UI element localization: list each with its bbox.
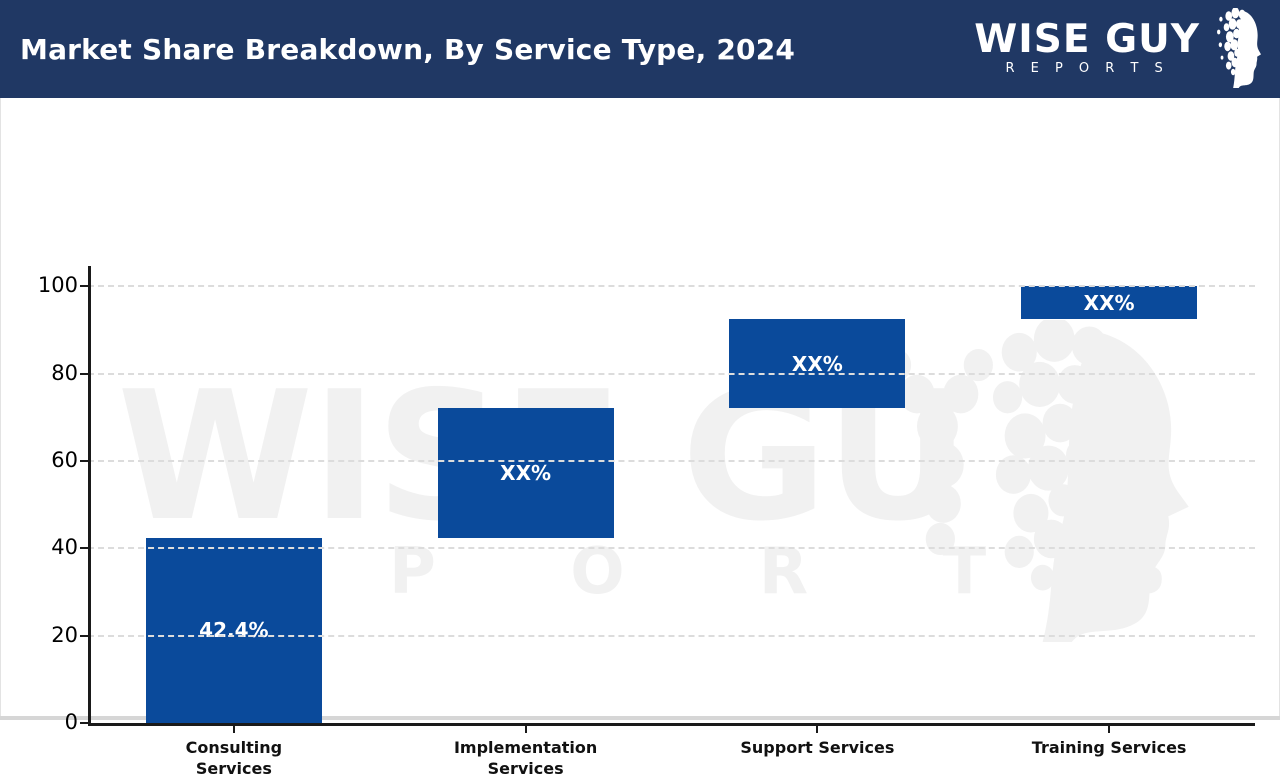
y-tick-60 bbox=[80, 459, 88, 462]
chart-canvas: WISE GU P O R T S 0 20 40 60 80 100 42 bbox=[0, 98, 1280, 778]
x-category-label: Training Services bbox=[1031, 738, 1187, 757]
x-tick-3 bbox=[1108, 725, 1111, 733]
y-tick-100 bbox=[80, 285, 88, 288]
bar-implementation-services: XX% bbox=[437, 408, 614, 538]
logo-wordmark: WISE GUY bbox=[974, 16, 1200, 62]
x-category-label: Support Services bbox=[740, 738, 895, 757]
x-category-label: Consulting Services bbox=[185, 738, 283, 778]
bar-value-label: XX% bbox=[500, 461, 552, 486]
y-tick-80 bbox=[80, 372, 88, 375]
x-tick-0 bbox=[232, 725, 235, 733]
y-tick-label-40: 40 bbox=[51, 535, 78, 560]
bottom-strip bbox=[0, 716, 1280, 720]
bar-value-label: 42.4% bbox=[199, 618, 269, 643]
y-tick-40 bbox=[80, 547, 88, 550]
bar-training-services: XX% bbox=[1021, 286, 1198, 319]
y-tick-label-60: 60 bbox=[51, 447, 78, 472]
gridline-100 bbox=[88, 285, 1255, 288]
logo-face-icon bbox=[1217, 8, 1261, 88]
y-tick-20 bbox=[80, 634, 88, 637]
gridline-20 bbox=[88, 634, 1255, 637]
logo-subtext: R E P O R T S bbox=[1005, 61, 1169, 77]
x-tick-2 bbox=[816, 725, 819, 733]
x-category-label: Implementation Services bbox=[453, 738, 598, 778]
y-axis-spine bbox=[88, 266, 91, 725]
bar-value-label: XX% bbox=[1083, 290, 1135, 315]
y-tick-label-0: 0 bbox=[64, 710, 78, 734]
waterfall-chart: 0 20 40 60 80 100 42.4% Consulting Services XX% Im… bbox=[1, 98, 1279, 778]
bar-value-label: XX% bbox=[791, 351, 843, 376]
wiseguy-logo: WISE GUY R E P O R T S bbox=[974, 8, 1266, 88]
header-bar: Market Share Breakdown, By Service Type,… bbox=[0, 0, 1280, 98]
y-tick-label-80: 80 bbox=[51, 360, 78, 385]
x-tick-1 bbox=[524, 725, 527, 733]
gridline-40 bbox=[88, 547, 1255, 550]
logo-text: WISE GUY R E P O R T S bbox=[974, 16, 1200, 77]
gridline-80 bbox=[88, 372, 1255, 375]
y-tick-label-20: 20 bbox=[51, 622, 78, 647]
gridline-60 bbox=[88, 459, 1255, 462]
x-axis-spine bbox=[88, 723, 1255, 726]
bar-support-services: XX% bbox=[729, 318, 906, 409]
y-tick-0 bbox=[80, 722, 88, 724]
y-tick-label-100: 100 bbox=[37, 273, 78, 298]
chart-title: Market Share Breakdown, By Service Type,… bbox=[20, 32, 796, 66]
bar-consulting-services: 42.4% bbox=[145, 537, 322, 723]
